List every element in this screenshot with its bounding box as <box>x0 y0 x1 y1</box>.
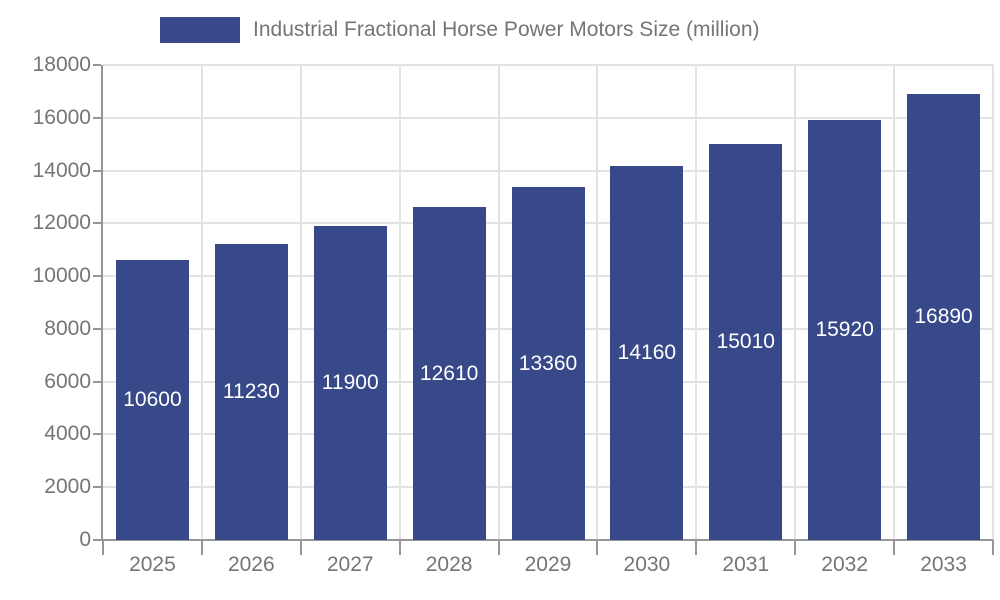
bar-value-label: 16890 <box>914 305 973 329</box>
x-axis-tick <box>497 540 500 555</box>
x-axis-tick-label: 2027 <box>326 553 374 576</box>
y-axis-tick-label: 8000 <box>44 316 91 340</box>
bar-2025[interactable]: 10600 <box>115 260 189 540</box>
bar-2031[interactable]: 15010 <box>709 143 783 540</box>
x-axis-tick <box>200 540 203 555</box>
bar-value-label: 11900 <box>321 370 379 394</box>
y-axis-tick-label: 2000 <box>44 475 91 499</box>
y-axis-tick-label: 12000 <box>32 211 91 235</box>
y-axis-tick-label: 14000 <box>32 158 91 182</box>
x-axis-tick <box>695 540 698 555</box>
y-gridline <box>103 64 993 66</box>
x-gridline <box>398 65 401 540</box>
bar-value-label: 14160 <box>617 341 677 365</box>
y-axis-tick <box>93 116 101 119</box>
y-axis-tick <box>93 222 101 225</box>
bar-value-label: 15920 <box>815 317 874 341</box>
bar-2026[interactable]: 11230 <box>214 243 288 540</box>
y-axis-tick-label: 0 <box>79 528 91 551</box>
x-gridline <box>992 65 994 540</box>
y-axis-tick <box>93 64 101 66</box>
x-axis-tick <box>992 540 994 555</box>
x-gridline <box>200 65 203 540</box>
y-axis-tick-label: 16000 <box>32 105 91 129</box>
x-axis-tick <box>596 540 599 555</box>
y-gridline <box>103 116 993 119</box>
bar-value-label: 13360 <box>518 351 578 375</box>
y-axis-tick <box>93 539 101 541</box>
x-axis-tick <box>794 540 797 555</box>
x-axis-tick <box>398 540 401 555</box>
y-axis-line <box>101 65 103 540</box>
x-gridline <box>299 65 302 540</box>
bar-value-label: 15010 <box>716 329 775 353</box>
x-axis-tick <box>893 540 896 555</box>
x-axis-tick <box>299 540 302 555</box>
y-axis-tick-label: 10000 <box>32 264 91 288</box>
x-gridline <box>794 65 797 540</box>
legend-label: Industrial Fractional Horse Power Motors… <box>253 18 760 41</box>
y-axis-tick-label: 4000 <box>44 422 91 446</box>
plot-area: 0 2000 4000 6000 8000 10000 12000 14000 16000 180… <box>33 53 994 576</box>
legend-swatch <box>160 17 240 43</box>
x-axis-tick-label: 2025 <box>129 553 176 576</box>
y-gridline <box>103 169 993 172</box>
y-axis-tick <box>93 380 101 383</box>
y-axis-tick <box>93 486 101 489</box>
x-axis-tick-label: 2030 <box>623 553 671 576</box>
legend-item[interactable]: Industrial Fractional Horse Power Motors… <box>160 17 760 43</box>
x-axis-tick-label: 2028 <box>425 553 473 576</box>
x-gridline <box>596 65 599 540</box>
y-axis-tick <box>93 433 101 436</box>
bar-value-label: 12610 <box>419 361 479 385</box>
x-axis-tick-label: 2029 <box>524 553 572 576</box>
x-axis-tick-label: 2033 <box>920 553 967 576</box>
y-axis-tick-label: 6000 <box>44 369 91 393</box>
y-axis-tick <box>93 169 101 172</box>
bar-2029[interactable]: 13360 <box>511 187 585 540</box>
x-gridline <box>497 65 500 540</box>
bar-2030[interactable]: 14160 <box>610 166 684 540</box>
x-axis-tick <box>102 540 104 555</box>
x-gridline <box>695 65 698 540</box>
x-axis-tick-label: 2032 <box>821 553 869 576</box>
bar-2027[interactable]: 11900 <box>313 225 387 540</box>
x-gridline <box>893 65 896 540</box>
x-axis-tick-label: 2026 <box>227 553 275 576</box>
x-axis-line <box>93 539 993 541</box>
bar-2028[interactable]: 12610 <box>412 207 486 540</box>
x-axis-tick-label: 2031 <box>722 553 770 576</box>
bar-2033[interactable]: 16890 <box>907 94 981 540</box>
bar-2032[interactable]: 15920 <box>808 119 882 540</box>
y-axis-tick <box>93 327 101 330</box>
y-axis-tick <box>93 275 101 278</box>
bar-value-label: 11230 <box>222 379 280 403</box>
bar-value-label: 10600 <box>123 388 182 412</box>
y-axis-tick-label: 18000 <box>32 53 91 76</box>
